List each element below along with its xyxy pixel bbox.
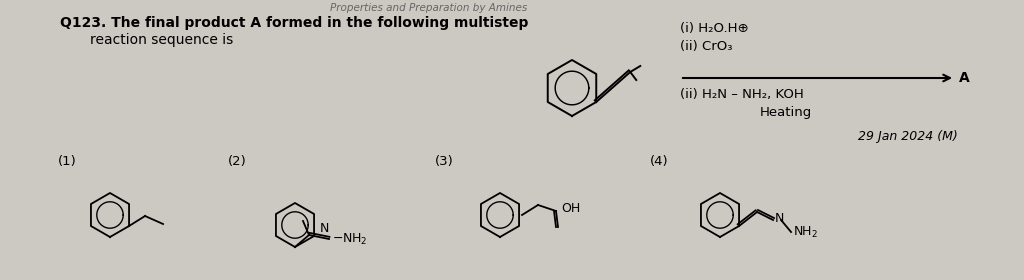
Text: N: N xyxy=(775,211,784,225)
Text: (ii) H₂N – NH₂, KOH: (ii) H₂N – NH₂, KOH xyxy=(680,88,804,101)
Text: N: N xyxy=(319,223,329,235)
Text: 29 Jan 2024 (M): 29 Jan 2024 (M) xyxy=(858,130,958,143)
Text: (2): (2) xyxy=(228,155,247,168)
Text: (i) H₂O.H⊕: (i) H₂O.H⊕ xyxy=(680,22,749,35)
Text: (ii) CrO₃: (ii) CrO₃ xyxy=(680,40,732,53)
Text: Properties and Preparation by Amines: Properties and Preparation by Amines xyxy=(330,3,527,13)
Text: (4): (4) xyxy=(650,155,669,168)
Text: NH$_2$: NH$_2$ xyxy=(793,225,818,240)
Text: (3): (3) xyxy=(435,155,454,168)
Text: OH: OH xyxy=(561,202,581,216)
Text: $-$NH$_2$: $-$NH$_2$ xyxy=(332,232,368,247)
Text: reaction sequence is: reaction sequence is xyxy=(90,33,233,47)
Text: A: A xyxy=(959,71,970,85)
Text: Heating: Heating xyxy=(760,106,812,119)
Text: Q123. The final product A formed in the following multistep: Q123. The final product A formed in the … xyxy=(60,16,528,30)
Text: (1): (1) xyxy=(58,155,77,168)
